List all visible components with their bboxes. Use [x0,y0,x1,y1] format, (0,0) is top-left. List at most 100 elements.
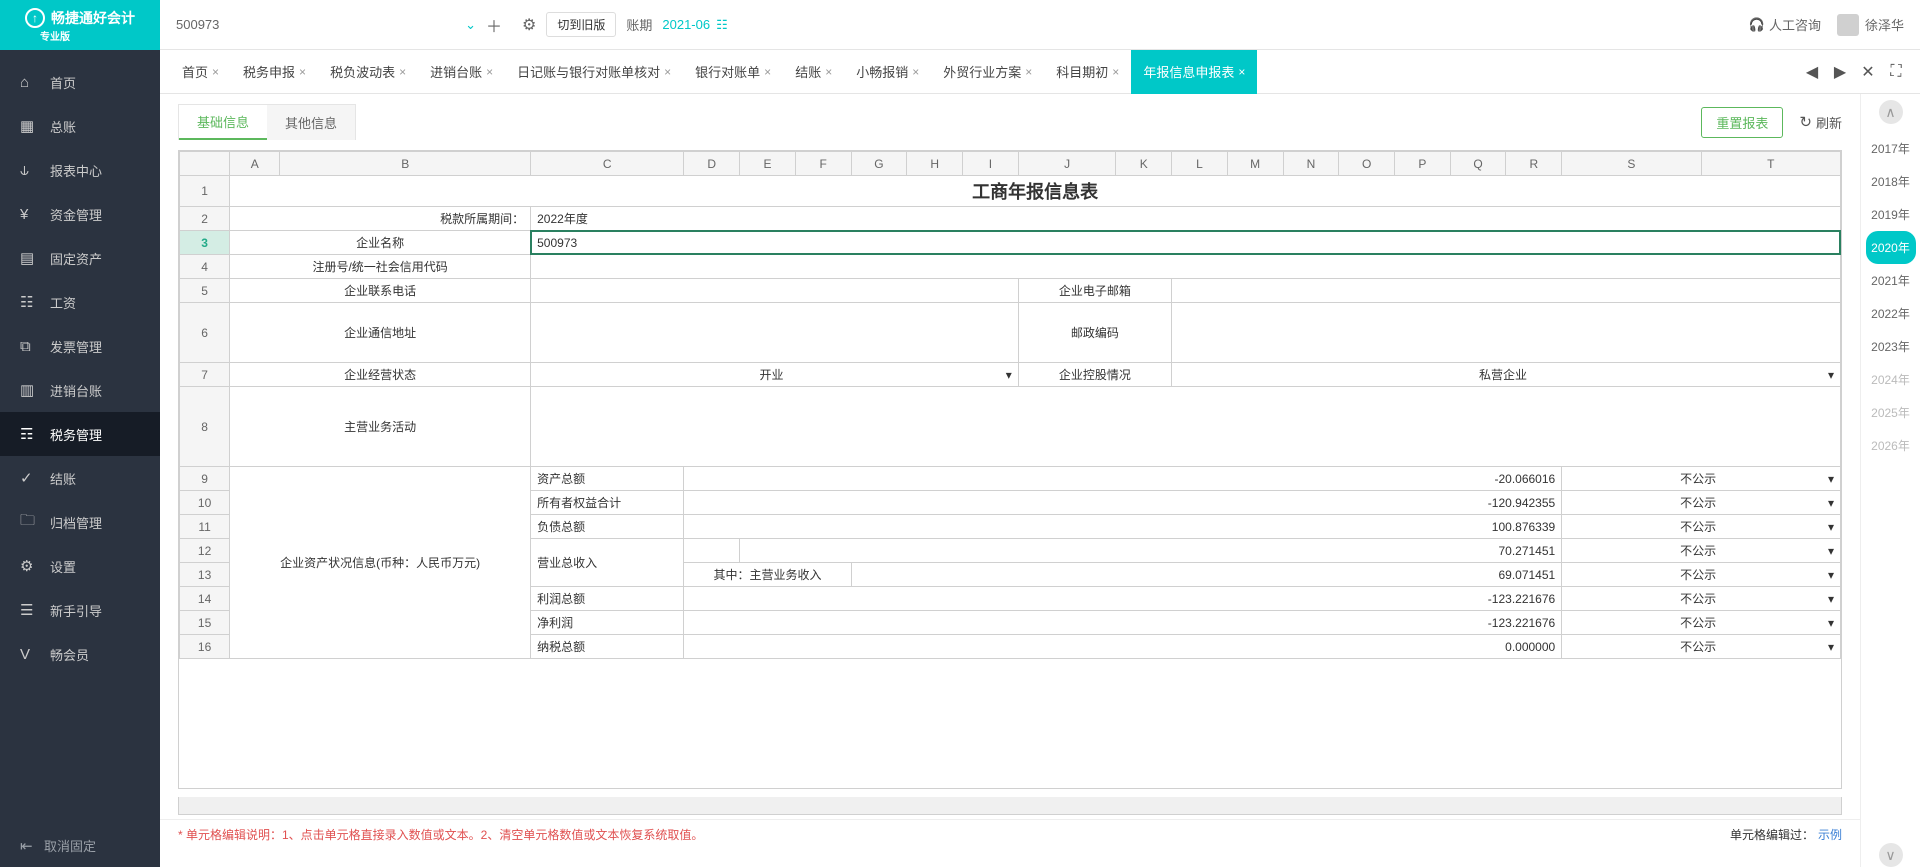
tab[interactable]: 银行对账单× [683,50,783,94]
close-icon[interactable]: × [664,65,671,79]
inventory-icon: ▥ [20,381,38,399]
archive-icon: 🗀 [20,510,38,535]
tab-prev-icon[interactable]: ◀ [1798,62,1826,82]
settings-icon[interactable]: ⚙ [522,15,536,35]
year-option[interactable]: 2018年 [1866,165,1916,198]
year-option[interactable]: 2021年 [1866,264,1916,297]
nav-item-home[interactable]: ⌂首页 [0,60,160,104]
unpin-icon: ⇤ [20,837,38,855]
close-icon[interactable]: × [299,65,306,79]
spreadsheet[interactable]: ABCDEFGHIJKLMNOPQRST1工商年报信息表2税款所属期间：2022… [178,150,1842,789]
year-rail: ∧ 2017年2018年2019年2020年2021年2022年2023年202… [1860,94,1920,867]
close-icon[interactable]: × [912,65,919,79]
year-option[interactable]: 2020年 [1866,231,1916,264]
close-icon[interactable]: × [212,65,219,79]
nav-item-inventory[interactable]: ▥进销台账 [0,368,160,412]
year-option[interactable]: 2017年 [1866,132,1916,165]
horizontal-scrollbar[interactable] [178,797,1842,815]
close-icon[interactable]: × [825,65,832,79]
visibility-dropdown[interactable]: 不公示 [1568,590,1834,607]
nav-item-invoice[interactable]: ⧉发票管理 [0,324,160,368]
sheet-sub-tabs: 基础信息其他信息 [178,104,356,140]
nav-item-guide[interactable]: ☰新手引导 [0,588,160,632]
tab[interactable]: 小畅报销× [844,50,931,94]
switch-old-button[interactable]: 切到旧版 [546,12,616,37]
user-menu[interactable]: 徐泽华 [1837,14,1904,36]
logo: ↑ 畅捷通好会计 专业版 [0,0,160,50]
visibility-dropdown[interactable]: 不公示 [1568,566,1834,583]
topbar: 500973 ⌄ ＋ ⚙ 切到旧版 账期 2021-06 ☷ 🎧 人工咨询 徐泽… [160,0,1920,50]
tab-close-all-icon[interactable]: ✕ [1854,62,1882,82]
tab-bar: 首页×税务申报×税负波动表×进销台账×日记账与银行对账单核对×银行对账单×结账×… [160,50,1920,94]
reset-report-button[interactable]: 重置报表 [1701,107,1783,138]
nav-item-salary[interactable]: ☷工资 [0,280,160,324]
close-icon[interactable]: × [1112,65,1119,79]
nav-item-settings[interactable]: ⚙设置 [0,544,160,588]
tab[interactable]: 进销台账× [418,50,505,94]
year-prev-icon[interactable]: ∧ [1879,100,1903,124]
year-option[interactable]: 2026年 [1866,429,1916,462]
fixed-asset-icon: ▤ [20,249,38,267]
headset-icon: 🎧 [1749,17,1765,33]
report-center-icon: ⫝ [20,162,38,179]
visibility-dropdown[interactable]: 不公示 [1568,542,1834,559]
visibility-dropdown[interactable]: 不公示 [1568,518,1834,535]
close-icon[interactable]: × [764,65,771,79]
close-icon[interactable]: × [1025,65,1032,79]
period-value[interactable]: 2021-06 [662,17,710,32]
close-icon[interactable]: × [1238,65,1245,79]
visibility-dropdown[interactable]: 不公示 [1568,614,1834,631]
close-icon[interactable]: × [399,65,406,79]
logo-icon: ↑ [25,8,45,28]
tab[interactable]: 外贸行业方案× [931,50,1044,94]
closing-icon: ✓ [20,469,38,487]
chevron-down-icon: ⌄ [465,17,476,33]
sheet-tab[interactable]: 其他信息 [267,105,355,140]
footnote-text: * 单元格编辑说明：1、点击单元格直接录入数值或文本。2、清空单元格数值或文本恢… [178,826,703,843]
nav-item-closing[interactable]: ✓结账 [0,456,160,500]
status-dropdown[interactable]: 开业 [537,366,1012,383]
year-option[interactable]: 2019年 [1866,198,1916,231]
tab[interactable]: 首页× [170,50,231,94]
sheet-title: 工商年报信息表 [230,176,1841,207]
support-link[interactable]: 🎧 人工咨询 [1749,15,1821,34]
holding-dropdown[interactable]: 私营企业 [1178,366,1834,383]
tab-next-icon[interactable]: ▶ [1826,62,1854,82]
tab[interactable]: 税务申报× [231,50,318,94]
sidebar: ↑ 畅捷通好会计 专业版 ⌂首页▦总账⫝报表中心¥资金管理▤固定资产☷工资⧉发票… [0,0,160,867]
member-icon: V [20,646,38,663]
tab[interactable]: 结账× [783,50,844,94]
tab[interactable]: 税负波动表× [318,50,418,94]
tab[interactable]: 年报信息申报表× [1131,50,1257,94]
nav-item-report-center[interactable]: ⫝报表中心 [0,148,160,192]
company-name-cell[interactable]: 500973 [531,231,1841,255]
company-selector[interactable]: 500973 ⌄ [176,17,476,33]
year-option[interactable]: 2024年 [1866,363,1916,396]
visibility-dropdown[interactable]: 不公示 [1568,494,1834,511]
add-icon[interactable]: ＋ [486,13,502,37]
footnote-right-label: 单元格编辑过： [1730,826,1814,843]
year-option[interactable]: 2023年 [1866,330,1916,363]
tab[interactable]: 科目期初× [1044,50,1131,94]
tab[interactable]: 日记账与银行对账单核对× [505,50,683,94]
close-icon[interactable]: × [486,65,493,79]
nav-item-fund[interactable]: ¥资金管理 [0,192,160,236]
period-label: 账期 [626,15,652,34]
footnote-example-link[interactable]: 示例 [1818,826,1842,843]
sheet-tab[interactable]: 基础信息 [179,105,267,140]
refresh-button[interactable]: 刷新 [1799,113,1842,132]
nav-item-archive[interactable]: 🗀归档管理 [0,500,160,544]
fullscreen-icon[interactable]: ⛶ [1882,63,1910,81]
nav-item-general-ledger[interactable]: ▦总账 [0,104,160,148]
year-option[interactable]: 2025年 [1866,396,1916,429]
unpin-button[interactable]: ⇤ 取消固定 [0,824,160,867]
year-option[interactable]: 2022年 [1866,297,1916,330]
visibility-dropdown[interactable]: 不公示 [1568,638,1834,655]
nav-item-member[interactable]: V畅会员 [0,632,160,676]
calendar-icon[interactable]: ☷ [716,17,728,33]
tab-controls: ◀ ▶ ✕ ⛶ [1798,62,1910,82]
visibility-dropdown[interactable]: 不公示 [1568,470,1834,487]
nav-item-fixed-asset[interactable]: ▤固定资产 [0,236,160,280]
year-next-icon[interactable]: ∨ [1879,843,1903,867]
nav-item-tax[interactable]: ☶税务管理 [0,412,160,456]
